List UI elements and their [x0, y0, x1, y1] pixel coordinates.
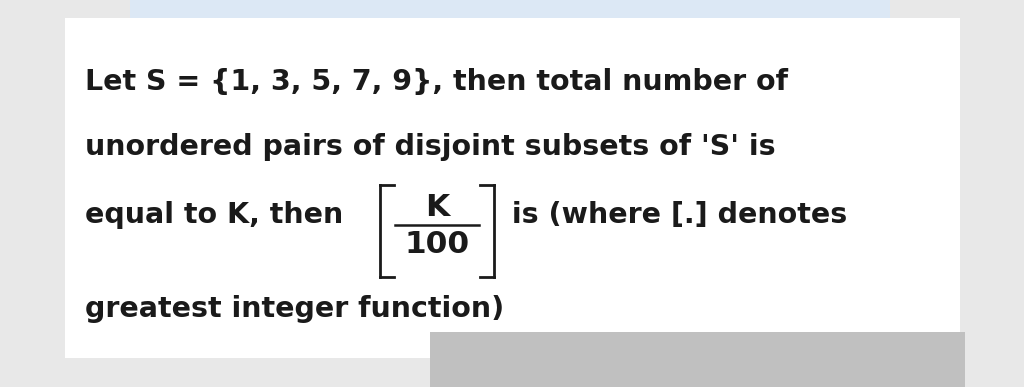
Text: equal to K, then: equal to K, then	[85, 201, 353, 229]
Text: 100: 100	[404, 230, 470, 259]
Text: unordered pairs of disjoint subsets of 'S' is: unordered pairs of disjoint subsets of '…	[85, 133, 775, 161]
Text: K: K	[425, 193, 450, 222]
Bar	[430, 332, 965, 387]
Text: greatest integer function): greatest integer function)	[85, 295, 504, 323]
Text: Let S = {1, 3, 5, 7, 9}, then total number of: Let S = {1, 3, 5, 7, 9}, then total numb…	[85, 68, 788, 96]
Bar	[65, 18, 961, 358]
Bar	[130, 0, 890, 22]
Text: is (where [.] denotes: is (where [.] denotes	[502, 201, 847, 229]
